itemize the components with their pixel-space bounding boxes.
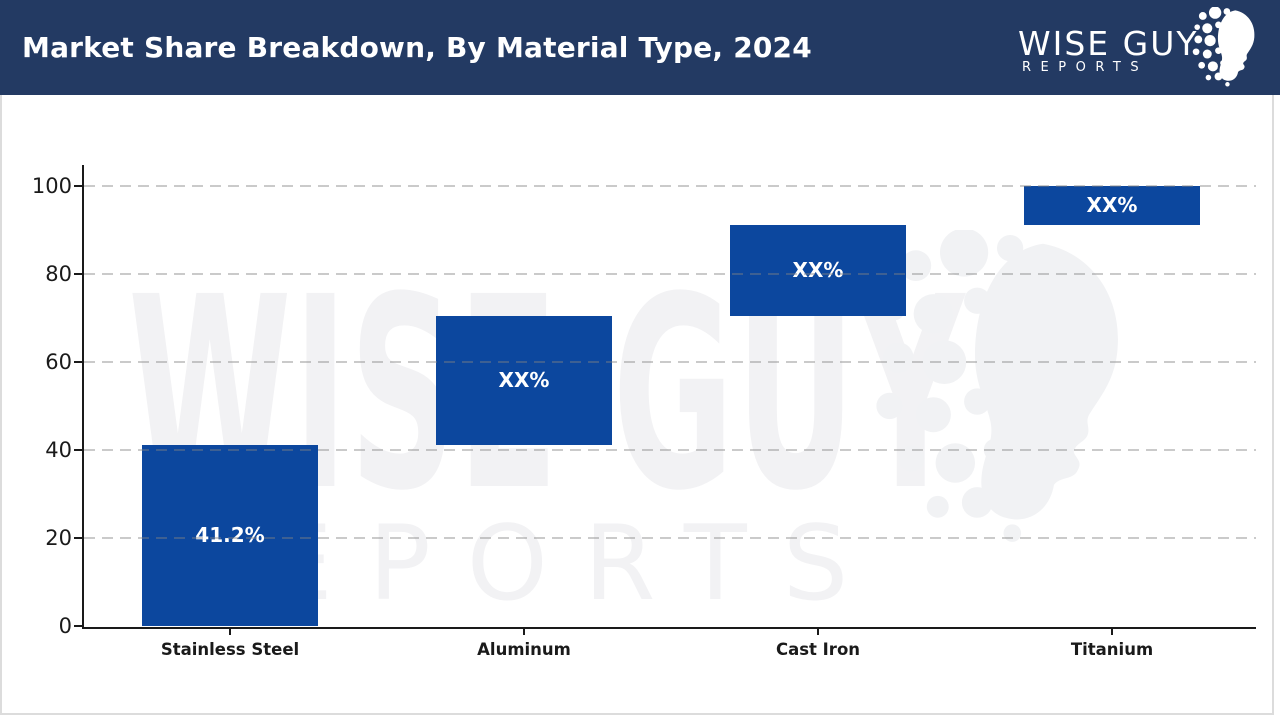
y-axis-tick [74,273,82,275]
card-border-right [1272,95,1274,715]
bar-titanium: XX% [1024,186,1200,225]
bar-value-label: XX% [792,258,844,283]
bar-value-label: XX% [1086,193,1138,218]
header-band: Market Share Breakdown, By Material Type… [0,0,1280,95]
y-axis-line [82,165,84,627]
page-title: Market Share Breakdown, By Material Type… [22,31,812,64]
y-axis-tick [74,361,82,363]
y-tick-label: 60 [45,350,72,374]
x-axis-tick [1111,627,1113,635]
x-tick-label-titanium: Titanium [1070,640,1154,659]
y-tick-label: 20 [45,526,72,550]
x-axis-tick [229,627,231,635]
y-tick-label: 40 [45,438,72,462]
logo-subtext: REPORTS [1022,60,1149,75]
x-axis-line [82,627,1256,629]
x-axis-tick [523,627,525,635]
x-axis-tick [817,627,819,635]
gridline-60 [84,361,1256,363]
wise-guy-reports-logo: WISE GUY REPORTS [990,0,1270,95]
gridline-100 [84,185,1256,187]
bar-stainless-steel: 41.2% [142,444,318,626]
bar-cast-iron: XX% [730,224,906,316]
dotted-head-icon [1188,7,1268,91]
y-tick-label: 100 [31,174,72,198]
card-border-left [0,95,2,715]
gridline-20 [84,537,1256,539]
x-tick-label-stainless-steel: Stainless Steel [160,640,300,659]
bar-value-label: XX% [498,368,550,393]
y-axis-tick [74,449,82,451]
y-tick-label: 0 [58,614,72,638]
bar-value-label: 41.2% [195,523,265,548]
y-axis-tick [74,537,82,539]
gridline-40 [84,449,1256,451]
watermark-head-icon [872,230,1157,560]
x-tick-label-cast-iron: Cast Iron [775,640,861,659]
bar-aluminum: XX% [436,315,612,445]
logo-wordmark: WISE GUY [1018,24,1199,63]
y-axis-tick [74,625,82,627]
y-axis-tick [74,185,82,187]
card-border-bottom [0,713,1274,715]
x-tick-label-aluminum: Aluminum [477,640,571,659]
gridline-80 [84,273,1256,275]
y-tick-label: 80 [45,262,72,286]
